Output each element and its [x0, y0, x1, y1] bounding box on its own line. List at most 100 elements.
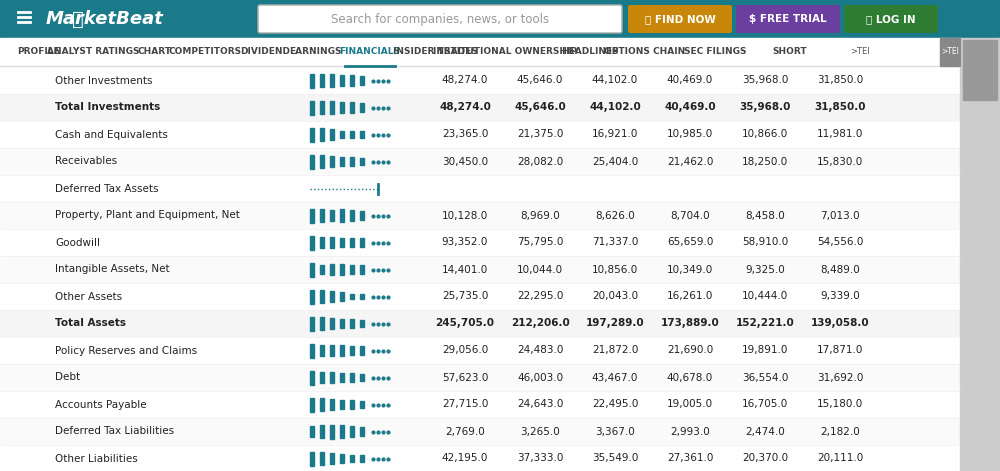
Text: 11,981.0: 11,981.0	[817, 130, 863, 139]
Text: OPTIONS CHAIN: OPTIONS CHAIN	[604, 48, 686, 57]
Text: 27,715.0: 27,715.0	[442, 399, 488, 409]
Text: 18,250.0: 18,250.0	[742, 156, 788, 167]
Text: 16,921.0: 16,921.0	[592, 130, 638, 139]
Bar	[340, 265, 344, 275]
Bar	[350, 319, 354, 328]
Bar	[360, 211, 364, 220]
Bar	[350, 346, 354, 355]
Text: 35,968.0: 35,968.0	[739, 103, 791, 113]
Text: MarketBeat: MarketBeat	[46, 10, 164, 28]
Bar	[360, 401, 364, 408]
Text: Accounts Payable: Accounts Payable	[55, 399, 147, 409]
Text: 𝑴: 𝑴	[72, 9, 84, 29]
Bar	[310, 100, 314, 114]
Bar	[310, 128, 314, 141]
Text: 20,111.0: 20,111.0	[817, 454, 863, 463]
Bar	[360, 76, 364, 85]
Text: 20,370.0: 20,370.0	[742, 454, 788, 463]
Bar	[350, 238, 354, 247]
Bar	[340, 454, 344, 463]
Bar	[310, 154, 314, 169]
Bar	[0, 283, 960, 310]
Bar	[350, 293, 354, 300]
Bar	[0, 121, 960, 148]
FancyBboxPatch shape	[628, 5, 732, 33]
Bar	[0, 445, 960, 471]
Bar	[360, 158, 364, 165]
Text: 16,705.0: 16,705.0	[742, 399, 788, 409]
Bar	[350, 455, 354, 462]
Text: 48,274.0: 48,274.0	[442, 75, 488, 86]
Bar	[963, 40, 997, 100]
Bar	[310, 290, 314, 303]
Text: PROFILE: PROFILE	[17, 48, 59, 57]
Text: HEADLINES: HEADLINES	[561, 48, 619, 57]
Bar	[0, 175, 960, 202]
Text: 8,969.0: 8,969.0	[520, 211, 560, 220]
Text: Search for companies, news, or tools: Search for companies, news, or tools	[331, 13, 549, 25]
Bar	[360, 294, 364, 299]
Text: 40,469.0: 40,469.0	[667, 75, 713, 86]
Bar	[940, 38, 960, 66]
Text: SEC FILINGS: SEC FILINGS	[684, 48, 746, 57]
Text: 37,333.0: 37,333.0	[517, 454, 563, 463]
Bar	[310, 262, 314, 276]
Text: 19,005.0: 19,005.0	[667, 399, 713, 409]
Text: Debt: Debt	[55, 373, 80, 382]
Bar	[310, 317, 314, 331]
Bar	[320, 155, 324, 168]
Bar	[320, 345, 324, 357]
Bar	[320, 452, 324, 465]
Bar	[330, 130, 334, 139]
Text: Intangible Assets, Net: Intangible Assets, Net	[55, 265, 170, 275]
Bar	[320, 425, 324, 439]
Bar	[360, 238, 364, 247]
Text: 31,850.0: 31,850.0	[814, 103, 866, 113]
Text: Policy Reserves and Claims: Policy Reserves and Claims	[55, 346, 197, 356]
Bar	[360, 103, 364, 112]
Bar	[0, 66, 960, 471]
Bar	[0, 310, 960, 337]
Text: ANALYST RATINGS: ANALYST RATINGS	[47, 48, 139, 57]
Bar	[330, 155, 334, 167]
Bar	[0, 337, 960, 364]
Text: Goodwill: Goodwill	[55, 237, 100, 247]
Text: 10,444.0: 10,444.0	[742, 292, 788, 301]
Bar	[310, 343, 314, 357]
Text: 197,289.0: 197,289.0	[586, 318, 644, 328]
Text: 16,261.0: 16,261.0	[667, 292, 713, 301]
Bar	[310, 209, 314, 222]
Bar	[350, 373, 354, 382]
Text: Other Liabilities: Other Liabilities	[55, 454, 138, 463]
FancyBboxPatch shape	[736, 5, 840, 33]
Text: 58,910.0: 58,910.0	[742, 237, 788, 247]
Text: 7,013.0: 7,013.0	[820, 211, 860, 220]
Bar	[0, 256, 960, 283]
Text: 2,769.0: 2,769.0	[445, 427, 485, 437]
Text: 40,469.0: 40,469.0	[664, 103, 716, 113]
Text: 35,549.0: 35,549.0	[592, 454, 638, 463]
Text: 93,352.0: 93,352.0	[442, 237, 488, 247]
Text: >TEI: >TEI	[850, 48, 870, 57]
Bar	[310, 426, 314, 437]
Text: DIVIDEND: DIVIDEND	[240, 48, 290, 57]
Bar	[340, 131, 344, 138]
Text: Receivables: Receivables	[55, 156, 117, 167]
Bar	[0, 94, 960, 121]
Bar	[360, 131, 364, 138]
Bar	[360, 427, 364, 436]
Text: 21,375.0: 21,375.0	[517, 130, 563, 139]
Text: 2,993.0: 2,993.0	[670, 427, 710, 437]
Text: 10,856.0: 10,856.0	[592, 265, 638, 275]
Bar	[360, 319, 364, 327]
Text: 31,692.0: 31,692.0	[817, 373, 863, 382]
Text: 🔍 FIND NOW: 🔍 FIND NOW	[645, 14, 715, 24]
Bar	[320, 74, 324, 87]
Bar	[330, 291, 334, 302]
Text: 14,401.0: 14,401.0	[442, 265, 488, 275]
Bar	[330, 74, 334, 87]
Text: Total Assets: Total Assets	[55, 318, 126, 328]
Text: 75,795.0: 75,795.0	[517, 237, 563, 247]
Text: 👤 LOG IN: 👤 LOG IN	[866, 14, 916, 24]
Bar	[320, 317, 324, 330]
